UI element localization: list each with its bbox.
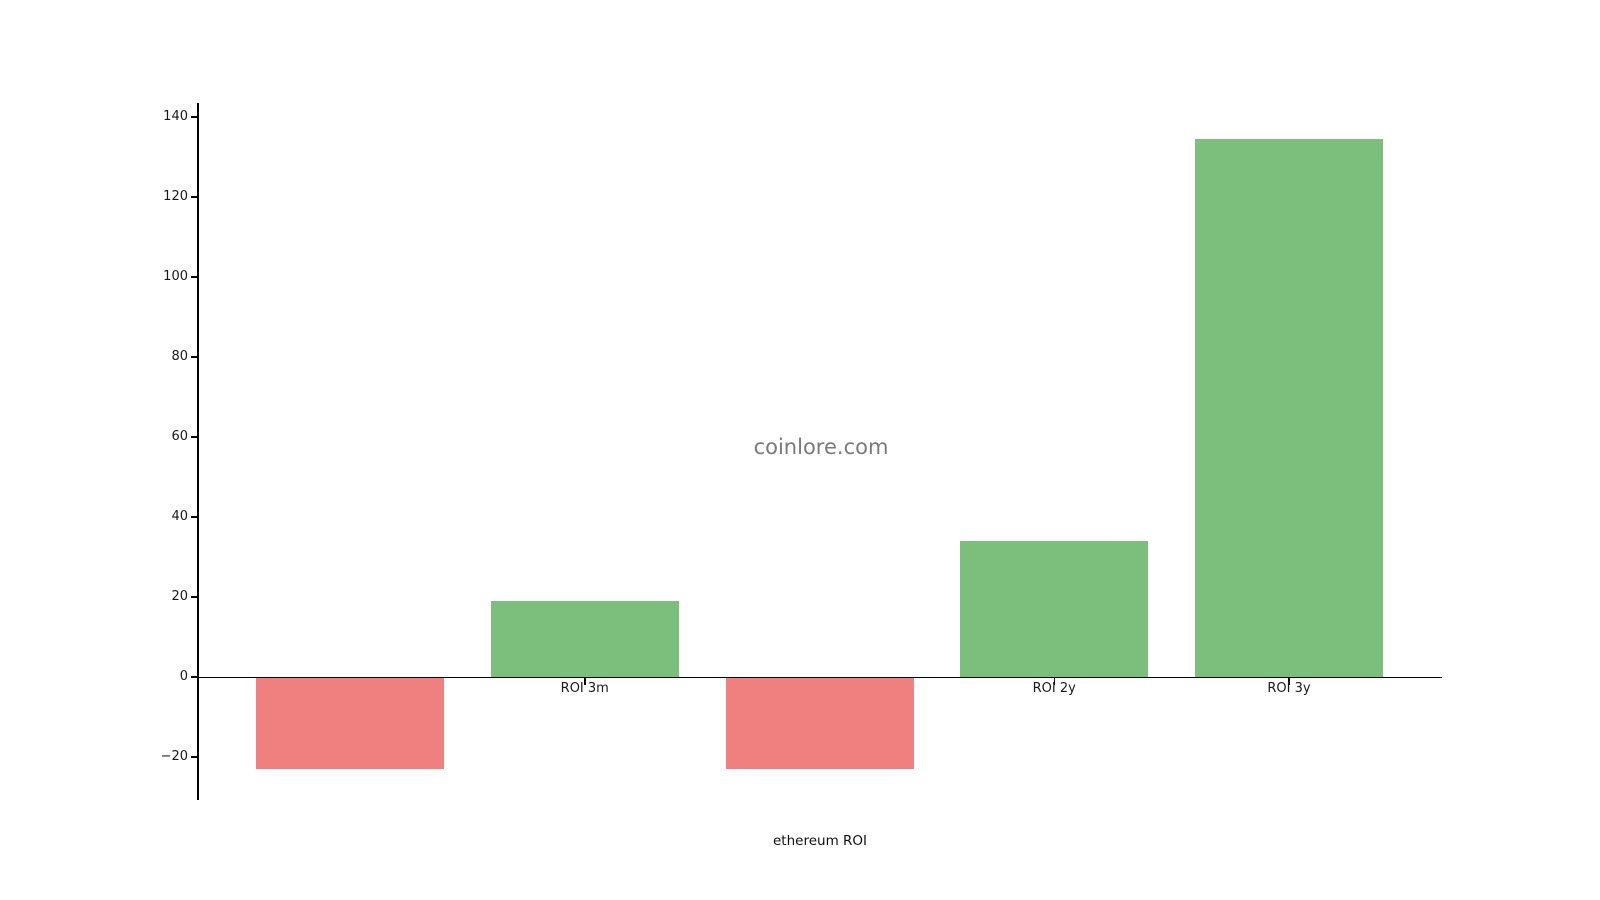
y-tick-label: 20 [171, 589, 188, 604]
x-axis-title: ethereum ROI [772, 833, 868, 849]
y-tick-mark [191, 596, 197, 598]
bar-unlabeled-2 [725, 677, 914, 769]
bar-roi-3m [490, 601, 679, 677]
y-tick-label: 0 [179, 669, 188, 684]
y-tick-label: 60 [171, 429, 188, 444]
watermark-text: coinlore.com [753, 435, 889, 459]
x-tick-label: ROI 3y [1267, 681, 1311, 696]
x-tick-label: ROI 2y [1032, 681, 1076, 696]
y-tick-mark [191, 756, 197, 758]
y-tick-label: 140 [163, 109, 188, 124]
y-tick-mark [191, 276, 197, 278]
y-tick-mark [191, 436, 197, 438]
x-axis-zero-line [197, 676, 1442, 678]
y-tick-label: −20 [160, 749, 188, 764]
y-tick-mark [191, 516, 197, 518]
y-tick-mark [191, 356, 197, 358]
y-tick-label: 40 [171, 509, 188, 524]
bar-roi-2y [960, 541, 1149, 677]
y-tick-mark [191, 196, 197, 198]
y-tick-label: 100 [163, 269, 188, 284]
y-tick-mark [191, 116, 197, 118]
bar-unlabeled-0 [256, 677, 444, 769]
x-tick-label: ROI 3m [560, 681, 609, 696]
y-axis-spine [197, 103, 199, 800]
bar-roi-3y [1195, 139, 1383, 677]
y-tick-label: 120 [163, 189, 188, 204]
x-tick-mark [1288, 677, 1290, 685]
y-tick-label: 80 [171, 349, 188, 364]
x-tick-mark [1053, 677, 1055, 685]
x-tick-mark [584, 677, 586, 685]
y-tick-mark [191, 676, 197, 678]
